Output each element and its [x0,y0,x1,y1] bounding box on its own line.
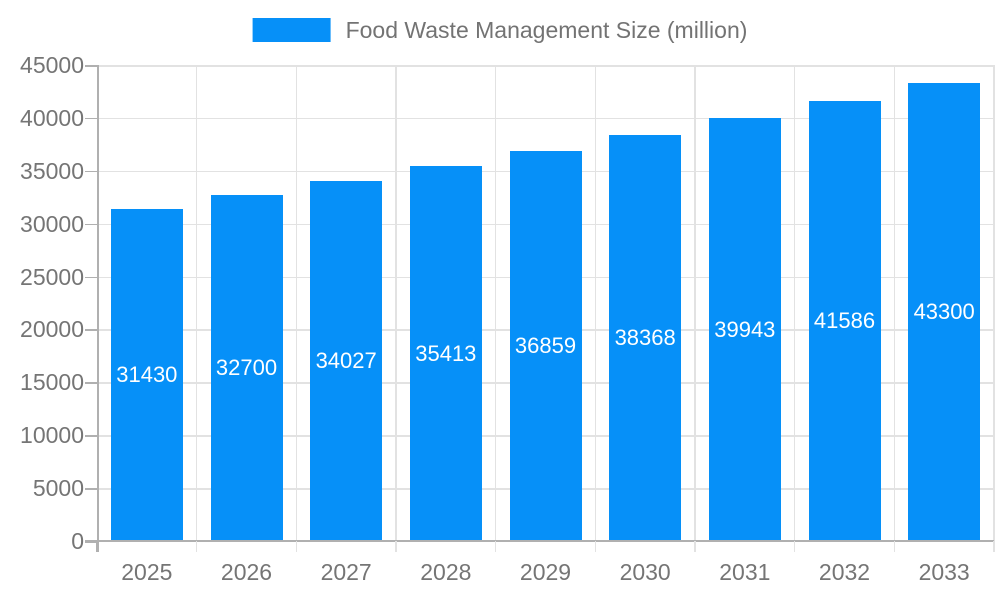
y-tick-label: 0 [71,528,84,554]
gridline-v [195,65,198,541]
y-axis-line [97,65,99,552]
gridline-v [594,65,597,541]
gridline-h [97,65,994,67]
x-axis-tick [96,541,98,552]
bar-value-label: 36859 [514,333,577,359]
x-axis-tick [793,541,796,552]
gridline-v [993,65,995,541]
x-tick-label: 2027 [320,559,372,585]
bar-value-label: 34027 [315,348,377,374]
legend: Food Waste Management Size (million) [252,16,748,44]
x-axis-tick [594,541,597,552]
bar: 36859 [509,151,582,541]
x-tick-label: 2029 [519,559,572,585]
gridline-v [793,65,796,541]
x-tick-label: 2032 [818,559,871,585]
bar: 32700 [210,195,283,541]
bar-value-label: 31430 [116,361,178,387]
x-axis-tick [993,541,995,552]
x-tick-label: 2025 [121,559,173,585]
bar-value-label: 39943 [714,316,776,342]
bar: 38368 [609,135,682,541]
x-axis-tick [395,541,397,552]
y-axis-tick [85,382,98,384]
bar: 41586 [808,101,881,541]
x-tick-label: 2031 [719,559,771,585]
y-axis-tick [85,541,98,543]
x-axis-tick [893,541,896,552]
y-tick-label: 10000 [20,422,84,449]
y-axis-tick [85,435,98,437]
bar: 35413 [409,166,482,541]
y-axis-tick [85,276,98,279]
y-tick-label: 40000 [20,104,84,131]
x-axis-tick [295,541,298,552]
y-tick-label: 20000 [20,316,84,343]
y-tick-label: 15000 [20,369,84,396]
y-axis-tick [85,65,98,67]
gridline-v [694,65,696,541]
bar-value-label: 38368 [614,325,676,351]
x-tick-label: 2026 [220,559,273,585]
x-tick-label: 2030 [619,559,671,585]
y-axis-tick [85,329,98,331]
y-axis-tick [85,223,98,226]
x-axis-tick [694,541,696,552]
bar: 34027 [310,181,383,541]
x-axis-tick [195,541,198,552]
legend-label: Food Waste Management Size (million) [345,16,748,43]
bar-value-label: 35413 [415,340,477,366]
x-axis-tick [494,541,497,552]
gridline-v [893,65,896,541]
bar: 43300 [908,82,981,541]
gridline-v [494,65,497,541]
legend-swatch [252,18,331,42]
bar: 39943 [708,118,781,541]
y-axis-tick [85,117,98,120]
x-tick-label: 2033 [918,559,970,585]
bar: 31430 [110,208,183,541]
x-axis-line [85,540,994,542]
y-tick-label: 30000 [20,210,84,237]
plot-area: 31430 32700 34027 35413 36859 38368 39943 41586… [97,65,995,541]
gridline-v [295,65,298,541]
y-axis-tick [85,488,98,490]
y-axis-tick [85,170,98,173]
gridline-v [395,65,397,541]
y-tick-label: 5000 [32,475,84,502]
y-tick-label: 45000 [20,52,84,78]
bar-value-label: 41586 [813,308,876,334]
y-tick-label: 25000 [20,263,84,290]
x-tick-label: 2028 [420,559,472,585]
y-tick-label: 35000 [20,157,84,184]
bar-value-label: 43300 [913,298,975,324]
bar-value-label: 32700 [215,355,278,381]
